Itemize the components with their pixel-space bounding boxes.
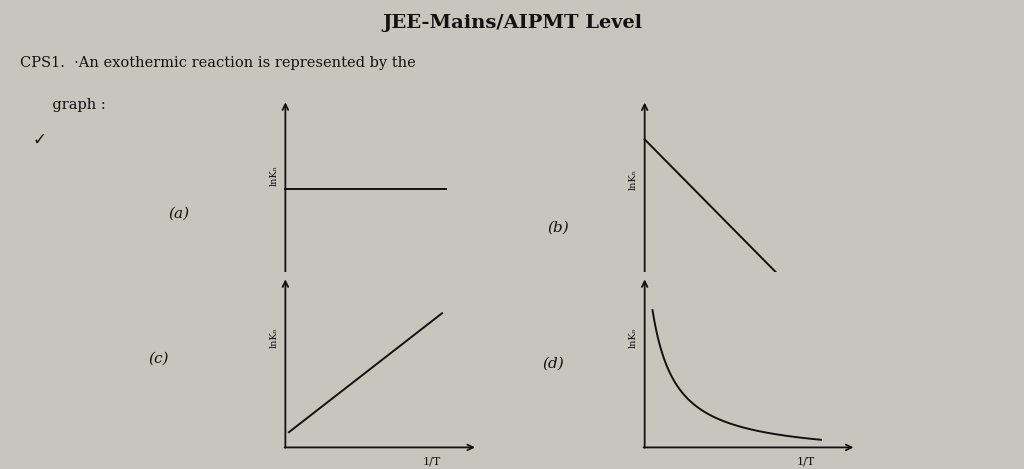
Text: 1/T: 1/T <box>422 456 440 467</box>
Text: (d): (d) <box>542 356 564 371</box>
Text: JEE-Mains/AIPMT Level: JEE-Mains/AIPMT Level <box>382 14 642 32</box>
Text: ✓: ✓ <box>33 131 47 149</box>
Text: (b): (b) <box>547 220 569 234</box>
Text: lnKₙ: lnKₙ <box>270 327 280 348</box>
Text: (a): (a) <box>169 206 189 220</box>
Text: lnKₙ: lnKₙ <box>270 165 280 186</box>
Text: lnKₙ: lnKₙ <box>629 168 638 189</box>
Text: graph :: graph : <box>20 98 106 113</box>
Text: 1/T: 1/T <box>422 325 440 334</box>
Text: (c): (c) <box>148 352 169 366</box>
Text: lnKₙ: lnKₙ <box>629 327 638 348</box>
Text: 1/T: 1/T <box>797 334 814 344</box>
Text: CPS1.  ·An exothermic reaction is represented by the: CPS1. ·An exothermic reaction is represe… <box>20 56 416 70</box>
Text: 1/T: 1/T <box>797 456 814 467</box>
